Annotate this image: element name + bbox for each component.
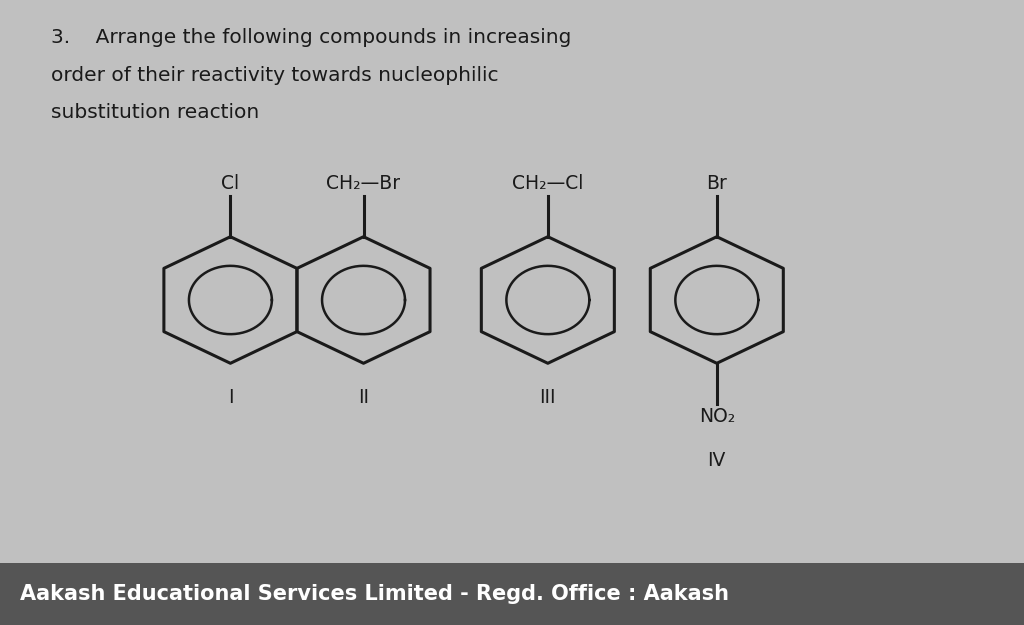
Text: Br: Br [707, 174, 727, 193]
Text: CH₂—Br: CH₂—Br [327, 174, 400, 193]
Text: 3.    Arrange the following compounds in increasing: 3. Arrange the following compounds in in… [51, 28, 571, 47]
Text: I: I [227, 388, 233, 408]
Text: Aakash Educational Services Limited - Regd. Office : Aakash: Aakash Educational Services Limited - Re… [20, 584, 729, 604]
Text: NO₂: NO₂ [698, 407, 735, 426]
Text: IV: IV [708, 451, 726, 470]
FancyBboxPatch shape [0, 562, 1024, 625]
Text: order of their reactivity towards nucleophilic: order of their reactivity towards nucleo… [51, 66, 499, 84]
Text: II: II [358, 388, 369, 408]
Text: Cl: Cl [221, 174, 240, 193]
Text: substitution reaction: substitution reaction [51, 103, 259, 122]
Text: III: III [540, 388, 556, 408]
Text: CH₂—Cl: CH₂—Cl [512, 174, 584, 193]
